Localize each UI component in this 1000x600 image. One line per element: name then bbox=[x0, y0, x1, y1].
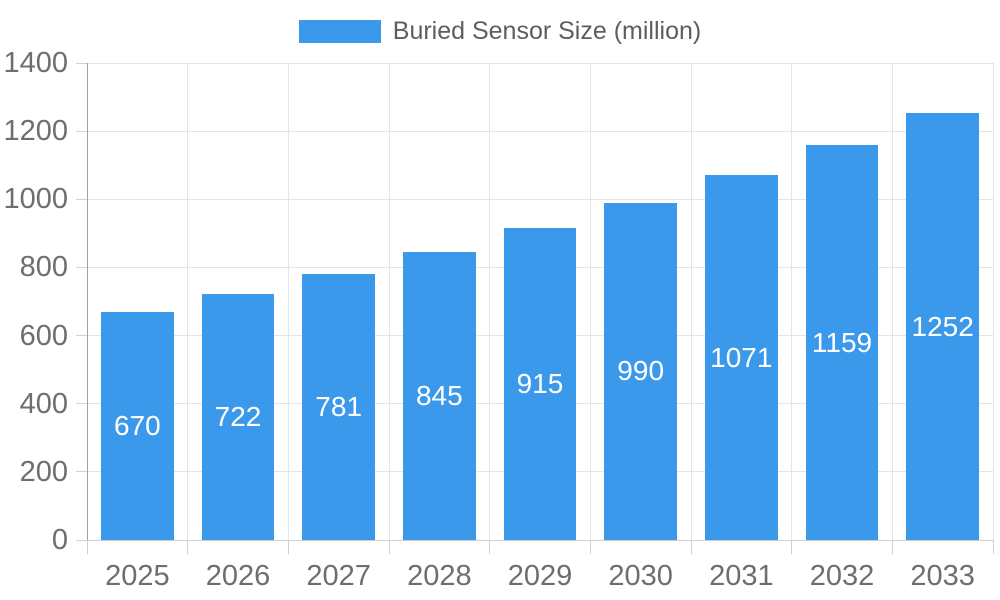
y-axis-tick bbox=[76, 266, 87, 268]
y-axis-tick bbox=[76, 198, 87, 200]
bar[interactable]: 1159 bbox=[805, 145, 879, 540]
x-gridline bbox=[187, 63, 189, 540]
x-gridline bbox=[791, 63, 793, 540]
x-axis-label: 2025 bbox=[105, 560, 170, 592]
x-axis-tick bbox=[187, 540, 189, 554]
bar-value-label: 1071 bbox=[710, 341, 773, 373]
x-gridline bbox=[287, 63, 289, 540]
y-axis-tick bbox=[76, 130, 87, 132]
y-axis-tick bbox=[76, 403, 87, 405]
y-gridline bbox=[87, 198, 993, 200]
x-axis-line bbox=[87, 539, 993, 541]
x-axis-tick bbox=[388, 540, 390, 554]
x-axis-label: 2032 bbox=[809, 560, 875, 592]
x-axis-label: 2031 bbox=[709, 560, 774, 592]
y-axis-label: 800 bbox=[19, 251, 68, 284]
x-axis-tick bbox=[791, 540, 793, 554]
y-axis-label: 1000 bbox=[3, 183, 68, 216]
y-axis-tick bbox=[76, 335, 87, 337]
x-axis-tick bbox=[287, 540, 289, 554]
x-axis-label: 2026 bbox=[205, 560, 271, 592]
x-gridline bbox=[388, 63, 390, 540]
x-axis-tick bbox=[690, 540, 692, 554]
x-gridline bbox=[589, 63, 591, 540]
bar-value-label: 915 bbox=[516, 368, 564, 400]
x-axis-label: 2027 bbox=[306, 560, 371, 592]
x-gridline bbox=[992, 63, 994, 540]
x-axis-tick bbox=[992, 540, 994, 554]
bar-value-label: 990 bbox=[617, 355, 665, 387]
bar-value-label: 781 bbox=[315, 390, 363, 422]
y-axis-label: 1200 bbox=[3, 115, 68, 148]
y-axis-label: 1400 bbox=[3, 47, 68, 79]
y-axis-label: 0 bbox=[51, 524, 68, 556]
bar[interactable]: 1252 bbox=[906, 113, 979, 540]
bar[interactable]: 670 bbox=[101, 311, 174, 540]
y-axis-line bbox=[86, 63, 88, 540]
bar[interactable]: 915 bbox=[503, 228, 577, 540]
y-axis-label: 400 bbox=[19, 387, 68, 420]
bar-value-label: 670 bbox=[113, 409, 161, 441]
x-axis-tick bbox=[891, 540, 893, 554]
y-axis-label: 200 bbox=[19, 455, 68, 488]
y-gridline bbox=[87, 130, 993, 132]
chart-legend[interactable]: Buried Sensor Size (million) bbox=[0, 19, 1000, 44]
x-axis-label: 2029 bbox=[507, 560, 573, 592]
y-gridline bbox=[87, 62, 993, 64]
y-axis-label: 600 bbox=[19, 319, 68, 352]
x-axis-label: 2030 bbox=[608, 560, 673, 592]
x-axis-label: 2028 bbox=[407, 560, 472, 592]
bar[interactable]: 781 bbox=[302, 273, 375, 540]
x-gridline bbox=[489, 63, 491, 540]
x-gridline bbox=[891, 63, 893, 540]
x-axis-tick bbox=[489, 540, 491, 554]
bar[interactable]: 1071 bbox=[705, 175, 778, 540]
x-axis-label: 2033 bbox=[910, 560, 975, 592]
x-axis-tick bbox=[589, 540, 591, 554]
y-axis-tick bbox=[76, 471, 87, 473]
bar-value-label: 845 bbox=[415, 380, 463, 412]
bar[interactable]: 845 bbox=[403, 252, 476, 540]
bar[interactable]: 722 bbox=[201, 294, 275, 540]
legend-series-label: Buried Sensor Size (million) bbox=[392, 17, 702, 45]
bar-value-label: 1159 bbox=[811, 326, 873, 358]
bar-value-label: 722 bbox=[214, 401, 262, 432]
y-axis-tick bbox=[76, 62, 87, 64]
bar-value-label: 1252 bbox=[911, 310, 974, 342]
legend-swatch bbox=[298, 20, 381, 43]
y-axis-tick bbox=[76, 539, 87, 541]
plot-area: 0 200 400 600 800 1000 1200 1400 670 2025 722 2026 7… bbox=[3, 48, 994, 591]
x-axis-tick bbox=[86, 540, 88, 554]
x-gridline bbox=[690, 63, 692, 540]
bar[interactable]: 990 bbox=[604, 202, 677, 540]
